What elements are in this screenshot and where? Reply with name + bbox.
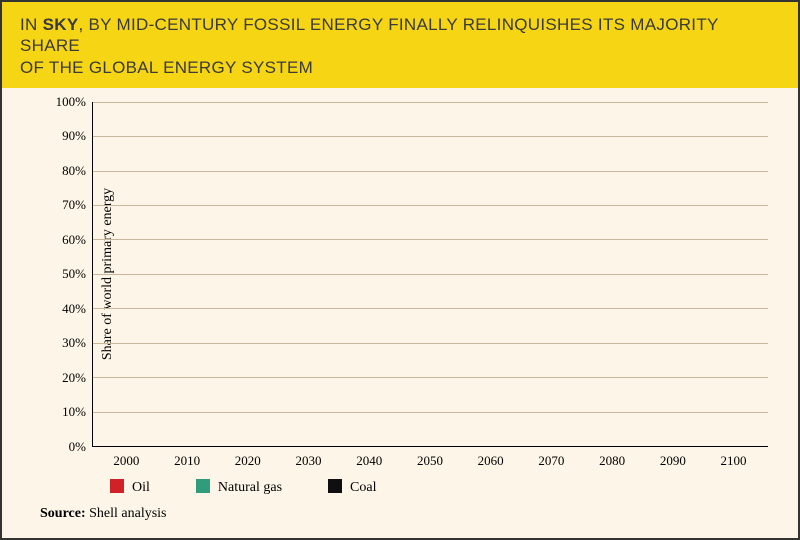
title-line1-pre: IN — [20, 15, 43, 34]
x-tick: 2080 — [582, 453, 643, 469]
legend-swatch — [196, 479, 210, 493]
y-tick: 10% — [62, 404, 86, 420]
y-tick: 90% — [62, 128, 86, 144]
y-tick: 40% — [62, 301, 86, 317]
y-tick: 70% — [62, 197, 86, 213]
y-tick: 30% — [62, 335, 86, 351]
legend-swatch — [110, 479, 124, 493]
legend-item-oil: Oil — [110, 479, 150, 496]
x-tick: 2000 — [96, 453, 157, 469]
legend: Oil Natural gas Coal — [110, 479, 768, 496]
y-tick: 60% — [62, 232, 86, 248]
gridline — [93, 412, 768, 413]
x-axis-ticks: 2000201020202030204020502060207020802090… — [92, 447, 768, 469]
legend-item-coal: Coal — [328, 479, 376, 496]
x-tick: 2090 — [642, 453, 703, 469]
x-tick: 2100 — [703, 453, 764, 469]
source-line: Source: Shell analysis — [40, 506, 768, 522]
gridline — [93, 239, 768, 240]
gridline — [93, 171, 768, 172]
gridline — [93, 205, 768, 206]
legend-label: Oil — [132, 480, 150, 495]
x-tick: 2050 — [400, 453, 461, 469]
x-tick: 2020 — [217, 453, 278, 469]
x-tick: 2060 — [460, 453, 521, 469]
source-label: Source: — [40, 506, 86, 521]
y-tick: 50% — [62, 266, 86, 282]
gridline — [93, 102, 768, 103]
title-line2: OF THE GLOBAL ENERGY SYSTEM — [20, 57, 780, 78]
legend-label: Natural gas — [218, 480, 282, 495]
legend-item-gas: Natural gas — [196, 479, 282, 496]
y-tick: 20% — [62, 370, 86, 386]
legend-swatch — [328, 479, 342, 493]
gridline — [93, 343, 768, 344]
x-tick: 2070 — [521, 453, 582, 469]
legend-label: Coal — [350, 480, 376, 495]
x-tick: 2010 — [157, 453, 218, 469]
gridline — [93, 274, 768, 275]
y-tick: 0% — [69, 439, 86, 455]
gridline — [93, 308, 768, 309]
y-tick: 80% — [62, 163, 86, 179]
source-text: Shell analysis — [89, 506, 166, 521]
plot-region — [92, 102, 768, 447]
title-line1-post: , BY MID-CENTURY FOSSIL ENERGY FINALLY R… — [20, 15, 718, 55]
x-tick: 2030 — [278, 453, 339, 469]
y-axis-ticks: 0%10%20%30%40%50%60%70%80%90%100% — [46, 102, 92, 447]
y-tick: 100% — [56, 94, 86, 110]
gridline — [93, 136, 768, 137]
x-tick: 2040 — [339, 453, 400, 469]
chart-area: Share of world primary energy 0%10%20%30… — [2, 88, 798, 538]
chart-title: IN SKY, BY MID-CENTURY FOSSIL ENERGY FIN… — [2, 2, 798, 88]
title-line1-bold: SKY — [43, 15, 79, 34]
gridline — [93, 377, 768, 378]
